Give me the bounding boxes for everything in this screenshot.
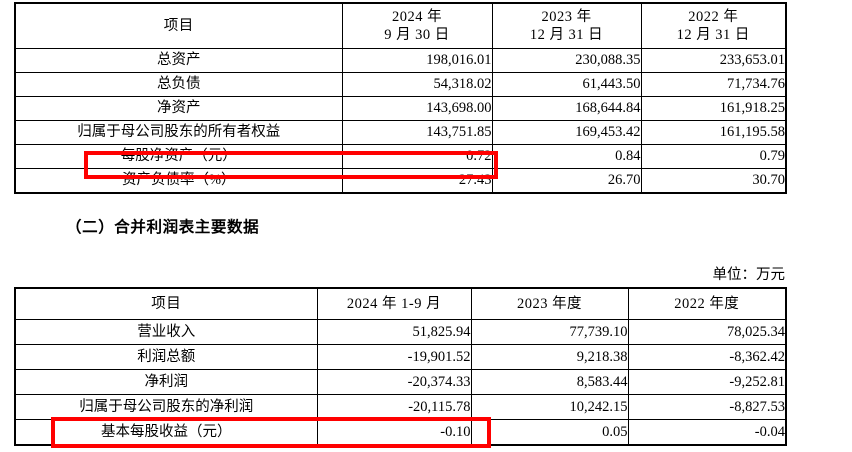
header-line-1: 2023 年 bbox=[541, 8, 592, 25]
cell-2024: 0.72 bbox=[341, 144, 493, 169]
table-row: 总负债 54,318.02 61,443.50 71,734.76 bbox=[14, 72, 787, 97]
row-label: 总负债 bbox=[14, 72, 343, 97]
header-line-2: 9 月 30 日 bbox=[384, 27, 450, 43]
header-cell-2024: 2024 年 9 月 30 日 bbox=[341, 2, 493, 49]
cell-2023: 61,443.50 bbox=[491, 72, 642, 97]
balance-sheet-table: 项目 2024 年 9 月 30 日 2023 年 12 月 31 日 2022… bbox=[14, 2, 787, 194]
cell-2024: -20,115.78 bbox=[316, 394, 472, 420]
cell-2023: 8,583.44 bbox=[470, 369, 629, 395]
cell-2023: 10,242.15 bbox=[470, 394, 629, 420]
cell-2022: -0.04 bbox=[627, 419, 787, 446]
table-row: 归属于母公司股东的所有者权益 143,751.85 169,453.42 161… bbox=[14, 120, 787, 145]
row-label: 基本每股收益（元） bbox=[14, 419, 318, 446]
cell-2024: -20,374.33 bbox=[316, 369, 472, 395]
row-label: 总资产 bbox=[14, 48, 343, 73]
cell-2023: 0.84 bbox=[491, 144, 642, 169]
header-line-2: 12 月 31 日 bbox=[529, 27, 604, 43]
cell-2023: 77,739.10 bbox=[470, 319, 629, 345]
header-line-1: 项目 bbox=[163, 17, 194, 34]
cell-2023: 230,088.35 bbox=[491, 48, 642, 73]
cell-2022: 233,653.01 bbox=[640, 48, 787, 73]
table-header-row: 项目 2024 年 9 月 30 日 2023 年 12 月 31 日 2022… bbox=[14, 2, 787, 49]
row-label: 每股净资产（元） bbox=[14, 144, 343, 169]
table-row: 资产负债率（%） 27.43 26.70 30.70 bbox=[14, 168, 787, 194]
cell-2022: -8,827.53 bbox=[627, 394, 787, 420]
cell-2022: 161,195.58 bbox=[640, 120, 787, 145]
table-row: 营业收入 51,825.94 77,739.10 78,025.34 bbox=[14, 319, 787, 345]
cell-2024: 143,698.00 bbox=[341, 96, 493, 121]
income-statement-table: 项目 2024 年 1-9 月 2023 年度 2022 年度 营业收入 51,… bbox=[14, 287, 787, 446]
cell-2023: 0.05 bbox=[470, 419, 629, 446]
cell-2024: -0.10 bbox=[316, 419, 472, 446]
header-line-1: 2022 年 bbox=[688, 8, 739, 25]
cell-2024: 54,318.02 bbox=[341, 72, 493, 97]
header-line-1: 2023 年度 bbox=[516, 295, 583, 312]
header-line-1: 2022 年度 bbox=[674, 295, 740, 312]
row-label: 利润总额 bbox=[14, 344, 318, 370]
cell-2023: 168,644.84 bbox=[491, 96, 642, 121]
cell-2024: 27.43 bbox=[341, 168, 493, 194]
row-label: 归属于母公司股东的净利润 bbox=[14, 394, 318, 420]
header-cell-2022: 2022 年 12 月 31 日 bbox=[640, 2, 787, 49]
header-cell-item: 项目 bbox=[14, 2, 343, 49]
table-header-row: 项目 2024 年 1-9 月 2023 年度 2022 年度 bbox=[14, 287, 787, 320]
header-cell-2023: 2023 年度 bbox=[470, 287, 629, 320]
row-label: 营业收入 bbox=[14, 319, 318, 345]
table-row: 利润总额 -19,901.52 9,218.38 -8,362.42 bbox=[14, 344, 787, 370]
cell-2022: -9,252.81 bbox=[627, 369, 787, 395]
table-row-highlighted: 每股净资产（元） 0.72 0.84 0.79 bbox=[14, 144, 787, 169]
cell-2022: 78,025.34 bbox=[627, 319, 787, 345]
header-line-1: 2024 年 bbox=[391, 8, 443, 25]
cell-2022: 71,734.76 bbox=[640, 72, 787, 97]
row-label: 净资产 bbox=[14, 96, 343, 121]
table-row: 归属于母公司股东的净利润 -20,115.78 10,242.15 -8,827… bbox=[14, 394, 787, 420]
header-cell-item: 项目 bbox=[14, 287, 318, 320]
row-label: 归属于母公司股东的所有者权益 bbox=[14, 120, 343, 145]
table-row: 净利润 -20,374.33 8,583.44 -9,252.81 bbox=[14, 369, 787, 395]
header-cell-2024: 2024 年 1-9 月 bbox=[316, 287, 472, 320]
cell-2022: 30.70 bbox=[640, 168, 787, 194]
header-cell-2023: 2023 年 12 月 31 日 bbox=[491, 2, 642, 49]
cell-2024: 51,825.94 bbox=[316, 319, 472, 345]
cell-2022: 0.79 bbox=[640, 144, 787, 169]
header-line-1: 项目 bbox=[151, 295, 182, 312]
cell-2023: 26.70 bbox=[491, 168, 642, 194]
section-heading: （二）合并利润表主要数据 bbox=[66, 218, 260, 236]
header-line-2: 12 月 31 日 bbox=[676, 27, 750, 43]
unit-note: 单位：万元 bbox=[712, 267, 786, 283]
cell-2023: 9,218.38 bbox=[470, 344, 629, 370]
cell-2022: -8,362.42 bbox=[627, 344, 787, 370]
cell-2024: 198,016.01 bbox=[341, 48, 493, 73]
cell-2024: 143,751.85 bbox=[341, 120, 493, 145]
row-label: 资产负债率（%） bbox=[14, 168, 343, 194]
cell-2022: 161,918.25 bbox=[640, 96, 787, 121]
header-line-1: 2024 年 1-9 月 bbox=[346, 295, 442, 312]
table-row: 净资产 143,698.00 168,644.84 161,918.25 bbox=[14, 96, 787, 121]
cell-2024: -19,901.52 bbox=[316, 344, 472, 370]
table-row-highlighted: 基本每股收益（元） -0.10 0.05 -0.04 bbox=[14, 419, 787, 446]
table-row: 总资产 198,016.01 230,088.35 233,653.01 bbox=[14, 48, 787, 73]
cell-2023: 169,453.42 bbox=[491, 120, 642, 145]
header-cell-2022: 2022 年度 bbox=[627, 287, 787, 320]
row-label: 净利润 bbox=[14, 369, 318, 395]
